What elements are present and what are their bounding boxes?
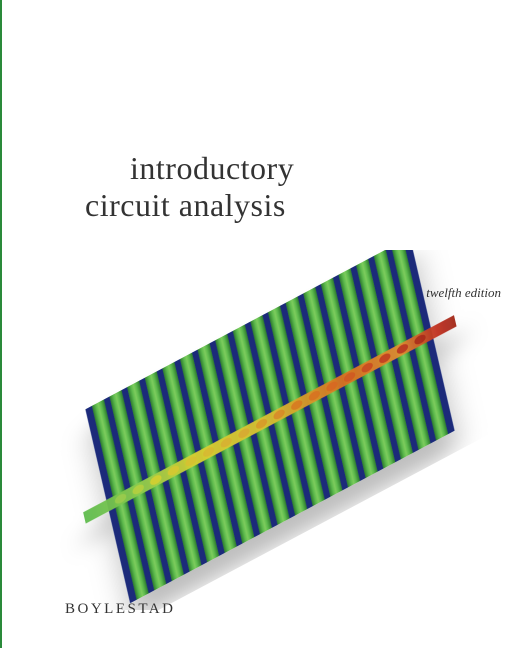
title-line-2: circuit analysis — [85, 187, 294, 224]
author-name: BOYLESTAD — [65, 601, 175, 618]
nanowire-graphic — [45, 250, 495, 610]
title-block: introductory circuit analysis — [85, 150, 294, 224]
accent-stripe — [0, 0, 2, 648]
cover-graphic — [45, 250, 495, 610]
title-line-1: introductory — [130, 150, 294, 187]
